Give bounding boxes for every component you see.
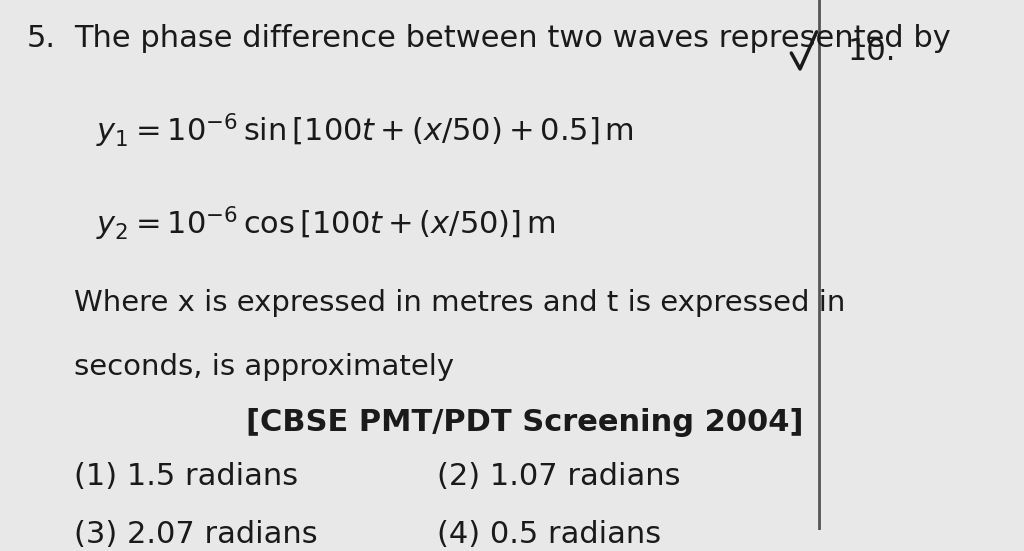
Text: 5.: 5. [27,24,55,53]
Text: (4) 0.5 radians: (4) 0.5 radians [436,520,660,549]
Text: 10.: 10. [847,37,896,66]
Text: The phase difference between two waves represented by: The phase difference between two waves r… [74,24,951,53]
Text: $y_1 = 10^{-6}\,\mathrm{sin}\,[100t + (x/50) + 0.5]\,\mathrm{m}$: $y_1 = 10^{-6}\,\mathrm{sin}\,[100t + (x… [96,111,634,150]
Text: (3) 2.07 radians: (3) 2.07 radians [74,520,317,549]
Text: seconds, is approximately: seconds, is approximately [74,353,455,381]
Text: (2) 1.07 radians: (2) 1.07 radians [436,462,680,490]
Text: $y_2 = 10^{-6}\,\mathrm{cos}\,[100t + (x/50)]\,\mathrm{m}$: $y_2 = 10^{-6}\,\mathrm{cos}\,[100t + (x… [96,204,556,243]
Text: Where x is expressed in metres and t is expressed in: Where x is expressed in metres and t is … [74,289,846,317]
Text: (1) 1.5 radians: (1) 1.5 radians [74,462,298,490]
Text: [CBSE PMT/PDT Screening 2004]: [CBSE PMT/PDT Screening 2004] [246,408,804,437]
